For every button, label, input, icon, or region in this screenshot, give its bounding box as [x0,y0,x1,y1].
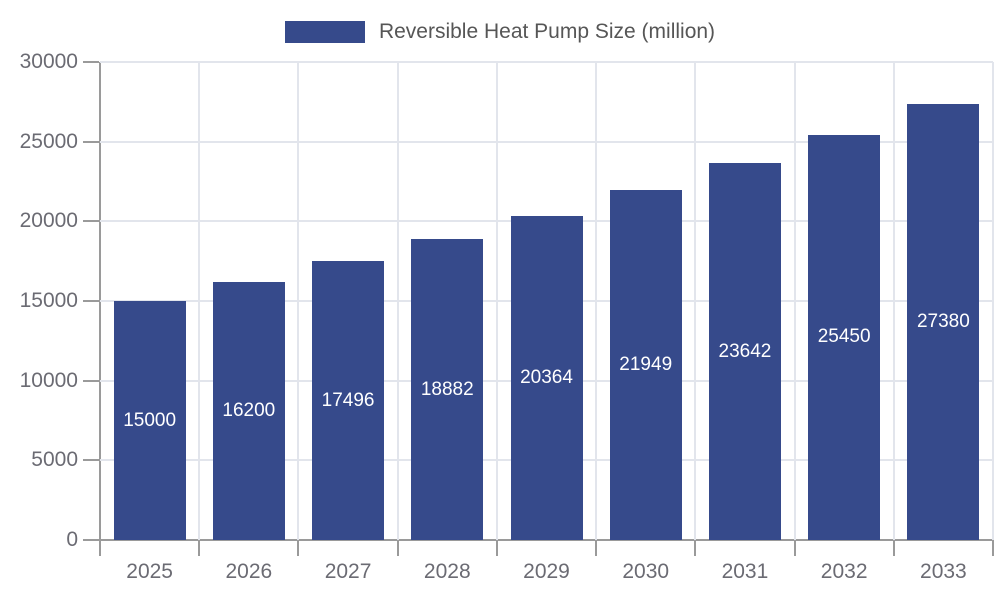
x-axis-tick [595,540,598,556]
y-axis-tick-label: 5000 [31,448,78,472]
y-axis-tick-label: 25000 [19,129,78,153]
x-axis-tick [198,540,201,556]
bar-value-label: 21949 [619,354,673,376]
bar-value-label: 16200 [222,399,276,421]
gridline-v [793,62,796,540]
bar-value-label: 27380 [916,310,970,332]
y-axis-tick [83,140,99,143]
gridline-v [992,62,994,540]
bar-2025[interactable]: 15000 [113,301,186,540]
legend-swatch-icon [284,21,365,43]
legend-label: Reversible Heat Pump Size (million) [378,20,716,43]
x-axis-tick-label: 2033 [920,560,967,583]
bar-2029[interactable]: 20364 [510,215,583,540]
gridline-v [595,62,598,540]
bar-value-label: 23642 [718,340,772,362]
x-axis-tick [793,540,796,556]
bar-2031[interactable]: 23642 [708,163,781,540]
plot-area: 0 5000 10000 15000 20000 25000 30000 15000 2025 1… [20,50,994,583]
bar-value-label: 25450 [817,326,871,348]
x-axis-tick-label: 2026 [225,560,273,583]
y-axis-tick [83,220,99,223]
bar-value-label: 20364 [520,366,573,388]
bar-2030[interactable]: 21949 [609,190,682,540]
x-axis-tick [495,540,498,556]
x-axis-tick-label: 2025 [126,560,173,583]
bar-2032[interactable]: 25450 [808,134,881,540]
x-axis-line [100,539,993,541]
gridline-h [100,140,993,143]
legend[interactable]: Reversible Heat Pump Size (million) [0,20,1000,44]
bar-value-label: 18882 [420,378,474,400]
x-axis-tick-label: 2032 [820,560,868,583]
gridline-v [198,62,201,540]
x-axis-tick-label: 2027 [324,560,372,583]
x-axis-tick [99,540,101,556]
bar-2028[interactable]: 18882 [411,239,484,540]
bar-2033[interactable]: 27380 [907,103,980,540]
gridline-v [892,62,895,540]
x-axis-tick [694,540,697,556]
x-axis-tick [297,540,300,556]
bar-value-label: 15000 [123,409,177,431]
x-axis-tick [892,540,895,556]
y-axis-tick [83,459,99,462]
gridline-v [396,62,399,540]
y-axis-tick-label: 10000 [19,368,78,392]
x-axis-tick-label: 2028 [423,560,471,583]
y-axis-tick-label: 20000 [19,209,78,233]
gridline-v [297,62,300,540]
y-axis-tick [83,300,99,302]
gridline-v [694,62,697,540]
y-axis-tick [83,539,99,541]
x-axis-tick-label: 2029 [523,560,570,583]
x-axis-tick [396,540,399,556]
y-axis-tick-label: 15000 [19,289,78,312]
x-axis-tick [992,540,994,556]
y-axis-tick [83,61,99,63]
x-axis-tick-label: 2031 [721,560,769,583]
x-axis-tick-label: 2030 [622,560,670,583]
bar-value-label: 17496 [321,389,375,411]
bar-2026[interactable]: 16200 [212,281,285,540]
y-axis-tick-label: 30000 [19,50,78,73]
y-axis-tick [83,379,99,382]
gridline-v [495,62,498,540]
gridline-h [100,61,993,63]
y-axis-tick-label: 0 [66,528,78,551]
bar-2027[interactable]: 17496 [312,261,385,540]
